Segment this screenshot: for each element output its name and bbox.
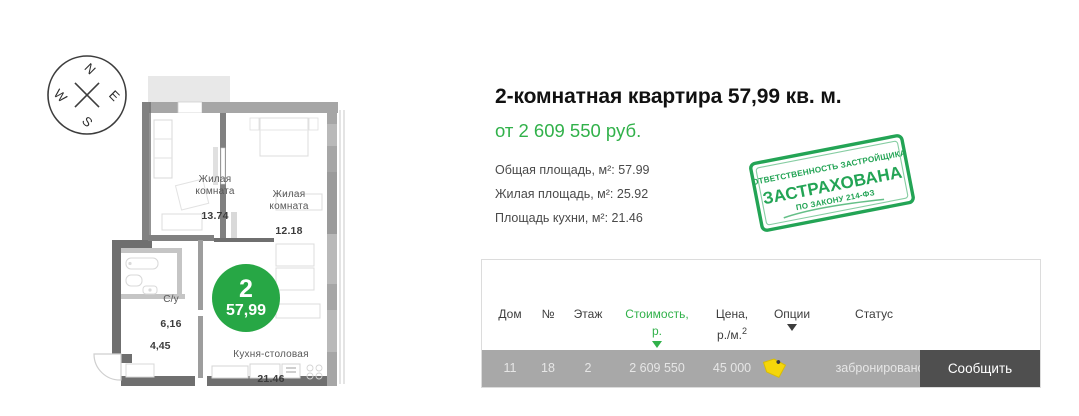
room-label-hall-area: 4,45 <box>150 340 171 352</box>
sort-descending-icon[interactable] <box>652 341 662 348</box>
room-label-bathroom: С/у 6,16 <box>146 282 196 331</box>
column-header-label: № <box>541 307 555 321</box>
room-area: 6,16 <box>160 318 182 330</box>
room-label-kitchen: Кухня-столовая 21.46 <box>216 337 326 386</box>
room-area: 12.18 <box>275 225 303 237</box>
listing-price: от 2 609 550 руб. <box>495 120 642 141</box>
room-area: 21.46 <box>257 373 285 385</box>
total-area-value: 57,99 <box>225 302 267 319</box>
table-header-row: Дом № Этаж Стоимость, р. Цена, р./м.2 Опц… <box>482 260 1040 350</box>
column-header-label: Дом <box>498 307 522 321</box>
room-label-living-1: Жилая комната 13.74 <box>180 162 250 223</box>
sort-descending-icon[interactable] <box>787 324 797 331</box>
column-header-status[interactable]: Статус <box>834 289 914 323</box>
specs-list: Общая площадь, м²: 57.99 Жилая площадь, … <box>495 158 650 230</box>
listing-info-panel: 2-комнатная квартира 57,99 кв. м. от 2 6… <box>481 0 1079 416</box>
column-header-house[interactable]: Дом <box>488 289 532 323</box>
floor-plan-panel: N E S W <box>0 0 460 416</box>
notify-button-label: Сообщить <box>947 361 1013 376</box>
page-title: 2-комнатная квартира 57,99 кв. м. <box>495 85 842 108</box>
column-header-floor[interactable]: Этаж <box>564 289 612 323</box>
column-header-number[interactable]: № <box>532 289 564 323</box>
cell-floor: 2 <box>584 361 592 375</box>
table-row[interactable]: 11 18 2 2 609 550 45 000 забронировано С… <box>482 350 1040 387</box>
cell-price-per-m2: 45 000 <box>712 361 752 375</box>
rooms-count: 2 <box>239 275 253 303</box>
notify-button[interactable]: Сообщить <box>920 350 1040 387</box>
column-header-label: Цена, р./м.2 <box>715 307 749 342</box>
spec-value: 25.92 <box>616 187 649 201</box>
room-label-living-2: Жилая комната 12.18 <box>254 177 324 238</box>
column-header-label: Статус <box>855 307 893 321</box>
column-header-price-per-m2[interactable]: Цена, р./м.2 <box>702 289 762 344</box>
spec-value: 21.46 <box>611 211 643 225</box>
spec-kitchen-area: Площадь кухни, м²: 21.46 <box>495 206 650 230</box>
room-area: 13.74 <box>201 210 229 222</box>
column-header-cost[interactable]: Стоимость, р. <box>612 289 702 365</box>
spec-label: Площадь кухни, м²: <box>495 211 609 225</box>
room-name: Жилая комната <box>195 174 235 197</box>
column-header-label: Опции <box>773 307 811 321</box>
rooms-area-badge: 2 57,99 <box>212 264 280 332</box>
column-header-label: Стоимость, р. <box>625 307 689 338</box>
column-header-options[interactable]: Опции <box>762 289 822 348</box>
spec-label: Жилая площадь, м²: <box>495 187 614 201</box>
units-table: Дом № Этаж Стоимость, р. Цена, р./м.2 Опц… <box>481 259 1041 388</box>
column-header-label: Этаж <box>573 307 603 321</box>
cell-cost: 2 609 550 <box>629 361 685 375</box>
floor-plan-drawing <box>93 76 345 386</box>
spec-label: Общая площадь, м²: <box>495 163 615 177</box>
price-tag-icon[interactable] <box>762 356 789 381</box>
room-name: Жилая комната <box>269 189 309 212</box>
room-name: С/у <box>163 294 179 305</box>
cell-number: 18 <box>541 361 555 375</box>
room-name: Кухня-столовая <box>233 349 309 360</box>
spec-value: 57.99 <box>618 163 650 177</box>
cell-status: забронировано <box>835 361 925 375</box>
cell-house: 11 <box>503 361 517 375</box>
compass-rose-icon: N E S W <box>47 55 127 135</box>
spec-living-area: Жилая площадь, м²: 25.92 <box>495 182 650 206</box>
spec-total-area: Общая площадь, м²: 57.99 <box>495 158 650 182</box>
